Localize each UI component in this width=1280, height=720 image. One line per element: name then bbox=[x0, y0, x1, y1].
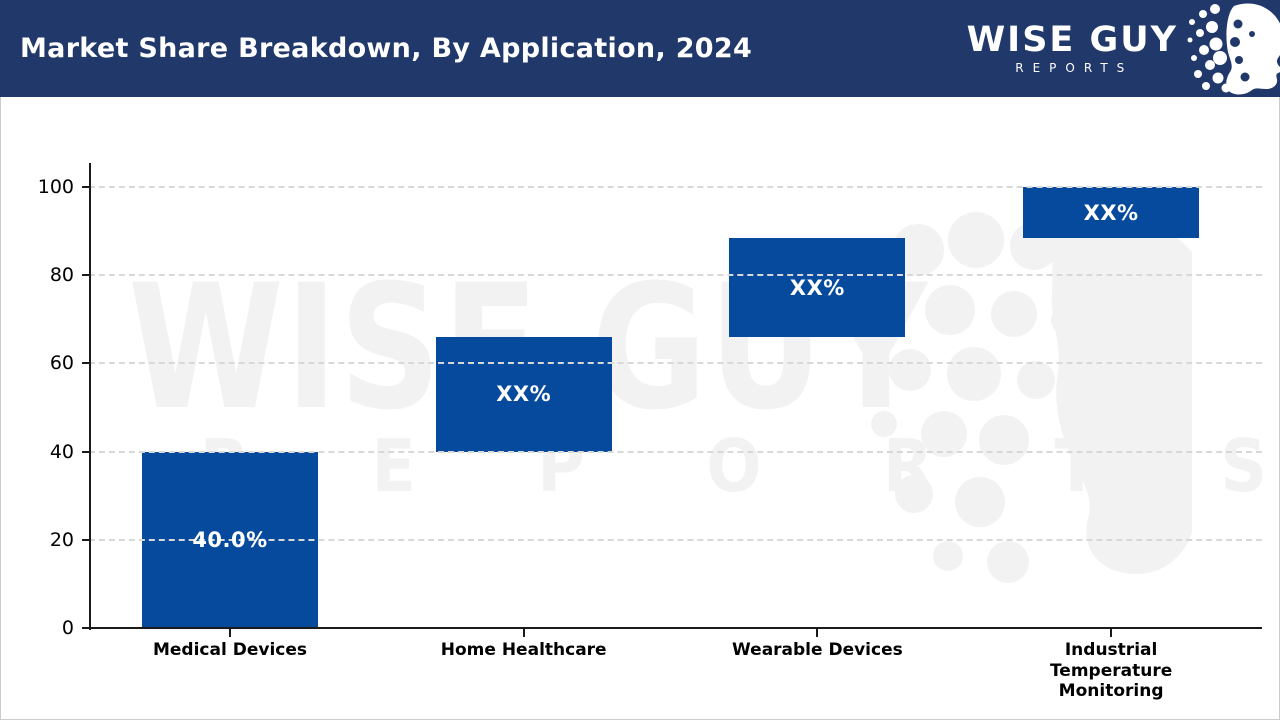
page-title: Market Share Breakdown, By Application, … bbox=[20, 33, 753, 64]
y-tick-60 bbox=[82, 362, 89, 365]
y-axis-line bbox=[89, 163, 91, 630]
x-label-wearable-devices: Wearable Devices bbox=[732, 640, 903, 660]
bar-value-industrial-temperature-monitoring: XX% bbox=[1083, 200, 1139, 225]
watermark-head-dots-icon bbox=[869, 212, 1192, 583]
x-label-home-healthcare: Home Healthcare bbox=[440, 640, 607, 660]
logo-wordmark: WISE GUY bbox=[966, 19, 1178, 60]
y-tick-label-40: 40 bbox=[49, 440, 74, 463]
x-label-industrial-temperature-monitoring: Industrial Temperature Monitoring bbox=[1049, 640, 1173, 702]
y-tick-80 bbox=[82, 274, 89, 277]
bar-value-medical-devices: 40.0% bbox=[192, 527, 268, 552]
gridline-60 bbox=[89, 362, 1262, 365]
y-tick-100 bbox=[82, 185, 89, 188]
y-tick-label-20: 20 bbox=[49, 528, 74, 551]
x-label-medical-devices: Medical Devices bbox=[152, 640, 307, 660]
dotted-head-icon bbox=[1187, 3, 1280, 95]
y-tick-20 bbox=[82, 538, 89, 541]
bar-home-healthcare bbox=[435, 337, 612, 452]
y-tick-label-80: 80 bbox=[49, 264, 74, 287]
gridline-20 bbox=[89, 538, 1262, 541]
bar-value-home-healthcare: XX% bbox=[496, 382, 552, 407]
y-tick-40 bbox=[82, 450, 89, 453]
gridline-40 bbox=[89, 450, 1262, 453]
y-tick-label-0: 0 bbox=[61, 617, 74, 639]
wise-guy-reports-logo: WISE GUY REPORTS bbox=[967, 0, 1280, 97]
x-tick-industrial-temperature-monitoring bbox=[1110, 629, 1113, 637]
x-tick-home-healthcare bbox=[522, 629, 525, 637]
y-tick-0 bbox=[82, 627, 89, 629]
x-axis-line bbox=[89, 627, 1262, 629]
gridline-100 bbox=[89, 185, 1262, 188]
logo-subtitle: REPORTS bbox=[1015, 60, 1134, 75]
header-bar: Market Share Breakdown, By Application, … bbox=[0, 0, 1280, 97]
x-tick-wearable-devices bbox=[816, 629, 819, 637]
bar-industrial-temperature-monitoring bbox=[1023, 186, 1200, 239]
y-tick-label-60: 60 bbox=[49, 352, 74, 375]
bar-wearable-devices bbox=[729, 238, 906, 338]
x-tick-medical-devices bbox=[229, 629, 231, 637]
gridline-80 bbox=[89, 274, 1262, 277]
bar-value-wearable-devices: XX% bbox=[789, 275, 845, 300]
y-tick-label-100: 100 bbox=[37, 175, 74, 198]
